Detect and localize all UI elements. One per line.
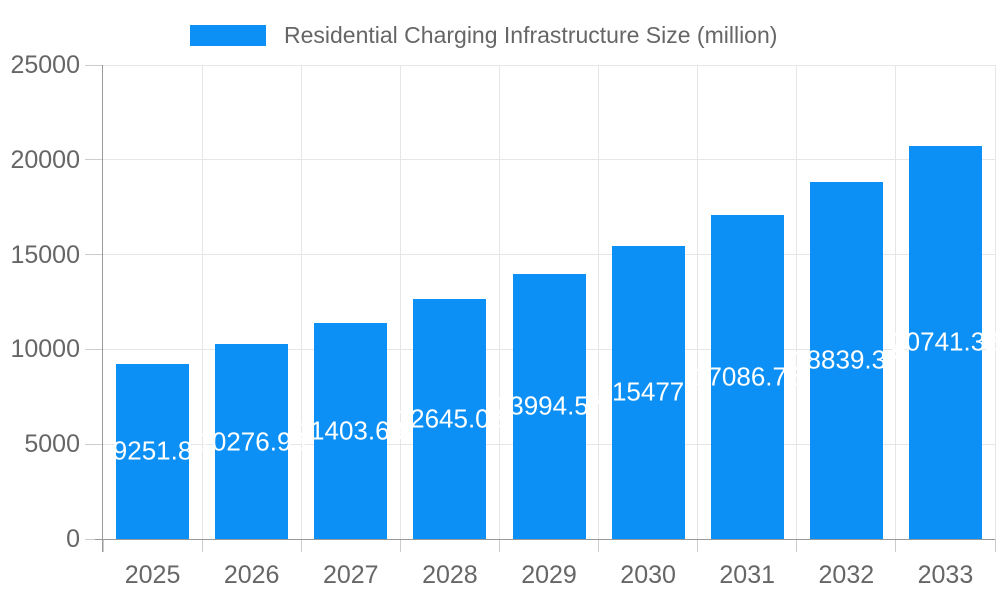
x-tick-mark bbox=[399, 539, 401, 552]
y-tick-mark bbox=[85, 538, 103, 540]
y-tick-label: 0 bbox=[66, 525, 80, 553]
x-gridline bbox=[498, 65, 500, 539]
y-axis-line bbox=[102, 65, 103, 552]
x-tick-label: 2028 bbox=[422, 561, 478, 589]
bar-value-label: 15477 bbox=[611, 376, 685, 407]
x-tick-mark bbox=[895, 539, 897, 552]
x-gridline bbox=[399, 65, 401, 539]
x-tick-mark bbox=[796, 539, 798, 552]
legend-swatch[interactable] bbox=[190, 25, 266, 46]
x-gridline bbox=[300, 65, 302, 539]
x-tick-label: 2025 bbox=[124, 561, 181, 589]
y-tick-mark bbox=[85, 159, 103, 161]
y-gridline bbox=[103, 254, 995, 256]
x-tick-label: 2030 bbox=[620, 561, 676, 589]
y-gridline bbox=[103, 64, 995, 66]
y-tick-mark bbox=[85, 254, 103, 256]
bar-value-label: 11403.68 bbox=[297, 415, 405, 446]
x-tick-label: 2027 bbox=[322, 561, 379, 589]
bar-value-label: 18839.37 bbox=[792, 344, 901, 375]
x-tick-mark bbox=[994, 539, 996, 552]
x-tick-label: 2033 bbox=[917, 561, 974, 589]
x-gridline bbox=[598, 65, 600, 539]
bar bbox=[611, 245, 685, 539]
bar bbox=[512, 273, 586, 539]
x-gridline bbox=[796, 65, 798, 539]
x-tick-mark bbox=[201, 539, 203, 552]
x-axis-line bbox=[95, 539, 995, 540]
x-tick-mark bbox=[697, 539, 699, 552]
bar-value-label: 20741.32 bbox=[891, 326, 1000, 357]
y-tick-label: 25000 bbox=[10, 51, 80, 79]
bar bbox=[215, 344, 289, 539]
bar bbox=[710, 215, 784, 539]
bar bbox=[908, 145, 982, 539]
bar bbox=[413, 299, 487, 539]
x-gridline bbox=[201, 65, 203, 539]
x-tick-mark bbox=[598, 539, 600, 552]
y-tick-label: 5000 bbox=[24, 430, 80, 459]
bar-value-label: 12645.03 bbox=[395, 403, 505, 434]
x-tick-mark bbox=[300, 539, 302, 552]
bar-value-label: 13994.57 bbox=[494, 390, 604, 421]
y-tick-label: 15000 bbox=[10, 240, 80, 269]
x-tick-label: 2032 bbox=[818, 561, 875, 589]
bar-value-label: 9251.8 bbox=[112, 435, 193, 466]
y-tick-label: 10000 bbox=[10, 335, 80, 364]
bar-value-label: 10276.93 bbox=[197, 426, 306, 457]
bar bbox=[116, 363, 190, 539]
x-tick-label: 2026 bbox=[223, 561, 280, 589]
y-tick-mark bbox=[85, 64, 103, 66]
x-gridline bbox=[994, 65, 996, 539]
y-tick-label: 20000 bbox=[10, 145, 80, 174]
x-gridline bbox=[697, 65, 699, 539]
x-tick-mark bbox=[498, 539, 500, 552]
x-tick-mark bbox=[102, 539, 104, 552]
legend[interactable]: Residential Charging Infrastructure Size… bbox=[190, 22, 777, 49]
y-tick-mark bbox=[85, 443, 103, 445]
x-tick-label: 2029 bbox=[521, 561, 577, 589]
bar-value-label: 17086.76 bbox=[692, 361, 802, 392]
bar bbox=[809, 181, 883, 539]
y-gridline bbox=[103, 159, 995, 161]
x-gridline bbox=[895, 65, 897, 539]
legend-label: Residential Charging Infrastructure Size… bbox=[284, 22, 778, 48]
y-tick-mark bbox=[85, 348, 103, 350]
x-tick-label: 2031 bbox=[719, 561, 776, 589]
bar bbox=[314, 322, 388, 539]
